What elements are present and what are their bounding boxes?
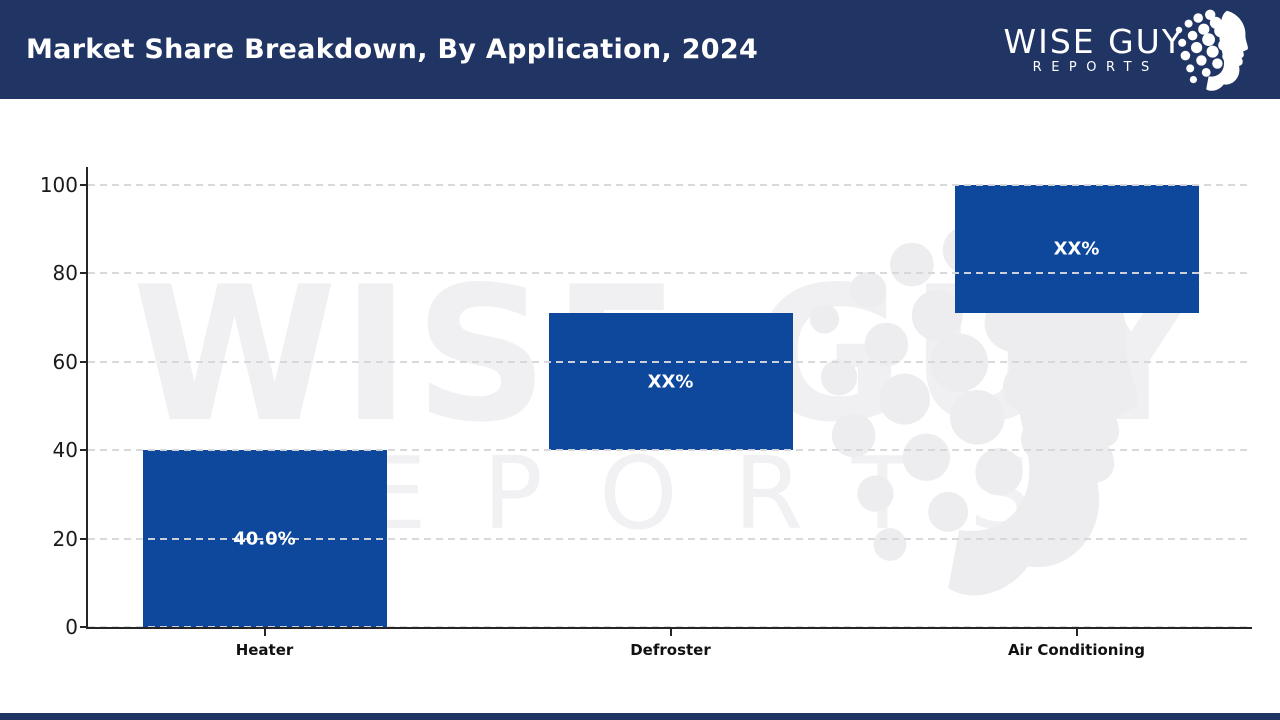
gridline-20 (88, 537, 1252, 540)
bar-defroster (548, 312, 793, 451)
bar-value-label-heater: 40.0% (233, 528, 296, 550)
y-axis-tick-label: 100 (39, 172, 78, 197)
y-axis-tick (80, 537, 88, 540)
footer-accent-bar (0, 713, 1280, 720)
y-axis-tick-label: 60 (52, 349, 78, 374)
y-axis-spine (86, 167, 88, 629)
x-axis-tick-label-heater: Heater (235, 641, 294, 659)
logo-reports-text: REPORTS (1032, 60, 1159, 75)
x-axis-tick-label-defroster: Defroster (630, 641, 711, 659)
y-axis-tick (80, 449, 88, 452)
y-axis-tick-label: 40 (52, 438, 78, 463)
y-axis-tick-label: 0 (65, 615, 78, 639)
x-axis-tick (669, 629, 672, 636)
gridline-40 (88, 449, 1252, 452)
x-axis-tick-label-air-conditioning: Air Conditioning (1007, 641, 1146, 659)
logo-text: WISE GUY REPORTS (1003, 25, 1184, 74)
y-axis-tick (80, 626, 88, 628)
y-axis-tick (80, 272, 88, 275)
y-axis-tick-label: 20 (52, 526, 78, 551)
bar-value-label-air-conditioning: XX% (1053, 238, 1100, 260)
x-axis-tick (1075, 629, 1078, 636)
gridline-80 (88, 272, 1252, 275)
bar-value-label-defroster: XX% (647, 371, 694, 393)
x-axis-tick (263, 629, 266, 636)
wise-guy-reports-logo: WISE GUY REPORTS (1003, 6, 1254, 94)
gridline-100 (88, 183, 1252, 186)
y-axis-tick (80, 183, 88, 186)
x-axis-spine (86, 627, 1252, 629)
chart-title: Market Share Breakdown, By Application, … (26, 34, 759, 65)
y-axis-tick-label: 80 (52, 261, 78, 286)
header-bar: Market Share Breakdown, By Application, … (0, 0, 1280, 99)
y-axis-tick (80, 360, 88, 363)
logo-face-dots-icon (1175, 9, 1248, 91)
logo-wiseguy-text: WISE GUY (1003, 22, 1184, 61)
gridline-60 (88, 360, 1252, 363)
